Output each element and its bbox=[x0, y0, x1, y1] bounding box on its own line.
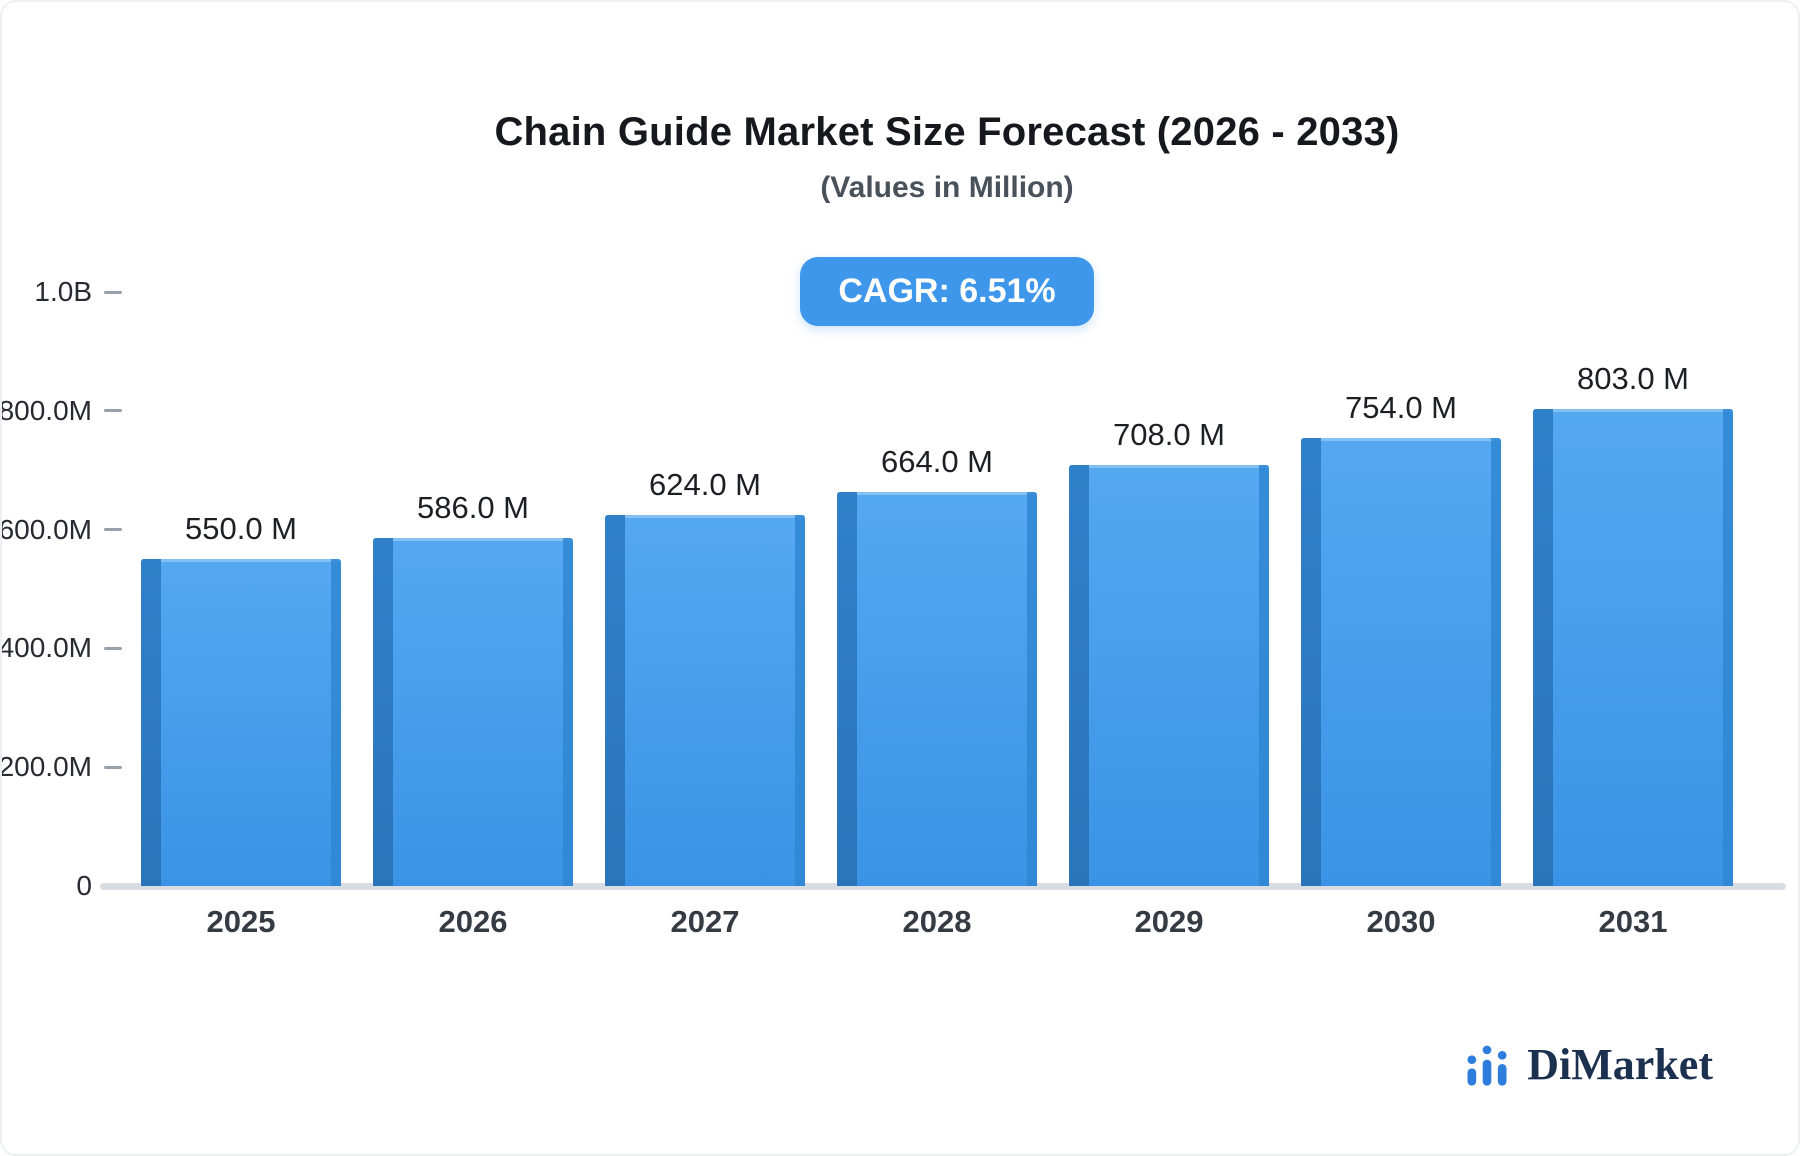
x-axis-label: 2030 bbox=[1366, 904, 1436, 939]
bar bbox=[1533, 409, 1733, 886]
chart-header: Chain Guide Market Size Forecast (2026 -… bbox=[142, 110, 1752, 205]
y-tick: 800.0M bbox=[0, 394, 122, 427]
y-tick: 600.0M bbox=[0, 513, 122, 546]
plot-area: 550.0 M 586.0 M 624.0 M 664.0 M 708.0 M 754.0… bbox=[100, 292, 1786, 890]
cagr-badge: CAGR: 6.51% bbox=[800, 257, 1094, 326]
x-axis-label: 2031 bbox=[1598, 904, 1668, 939]
bar-value-label: 803.0 M bbox=[1576, 361, 1689, 397]
bar-value-label: 754.0 M bbox=[1344, 390, 1457, 426]
brand-name: DiMarket bbox=[1527, 1039, 1713, 1089]
cagr-badge-row: CAGR: 6.51% bbox=[142, 257, 1752, 326]
y-tick-mark bbox=[104, 765, 122, 769]
y-tick-label: 600.0M bbox=[0, 513, 92, 545]
bar-column: 803.0 M bbox=[1517, 292, 1749, 886]
bar bbox=[605, 515, 805, 886]
x-axis-label: 2027 bbox=[670, 904, 740, 939]
chart-title: Chain Guide Market Size Forecast (2026 -… bbox=[494, 110, 1400, 154]
x-axis-label: 2029 bbox=[1134, 904, 1204, 939]
x-axis-label: 2025 bbox=[206, 904, 276, 939]
chart-subtitle: (Values in Million) bbox=[820, 171, 1074, 204]
bar-column: 664.0 M bbox=[821, 292, 1053, 887]
bars-container: 550.0 M 586.0 M 624.0 M 664.0 M 708.0 M 754.0… bbox=[125, 292, 1749, 887]
y-tick-label: 200.0M bbox=[0, 751, 92, 783]
y-tick: 200.0M bbox=[0, 751, 122, 783]
dimarket-bars-icon bbox=[1461, 1038, 1513, 1090]
bar-value-label: 664.0 M bbox=[880, 443, 993, 479]
y-tick-label: 0 bbox=[76, 870, 92, 901]
bar bbox=[141, 559, 341, 886]
y-tick-mark bbox=[104, 409, 122, 413]
bar-value-label: 624.0 M bbox=[648, 467, 761, 503]
bar-value-label: 586.0 M bbox=[416, 489, 529, 525]
y-tick-mark bbox=[104, 646, 122, 650]
x-axis-label: 2028 bbox=[902, 904, 972, 939]
brand-logo: DiMarket bbox=[1461, 1038, 1713, 1090]
y-tick-mark bbox=[104, 528, 122, 532]
bar-chart: 1.0B 800.0M 600.0M 400.0M 200.0M 0 550.0 M 586… bbox=[0, 276, 1798, 901]
y-tick-mark bbox=[104, 290, 122, 294]
bar-column: 754.0 M bbox=[1285, 292, 1517, 886]
bar-column: 550.0 M bbox=[125, 292, 357, 886]
x-axis-labels: 2025 2026 2027 2028 2029 2030 2031 bbox=[125, 904, 1749, 940]
bar-value-label: 550.0 M bbox=[184, 511, 297, 547]
bar-column: 586.0 M bbox=[357, 292, 589, 887]
y-axis: 1.0B 800.0M 600.0M 400.0M 200.0M 0 bbox=[0, 276, 122, 901]
bar bbox=[373, 537, 573, 887]
y-tick: 400.0M bbox=[0, 632, 122, 664]
y-tick-label: 1.0B bbox=[34, 276, 92, 307]
bar-column: 708.0 M bbox=[1053, 292, 1285, 886]
x-axis-label: 2026 bbox=[438, 904, 508, 939]
bar bbox=[1301, 438, 1501, 886]
bar-value-label: 708.0 M bbox=[1112, 417, 1225, 453]
bar-column: 624.0 M bbox=[589, 292, 821, 886]
y-tick-label: 800.0M bbox=[0, 394, 92, 426]
bar bbox=[1069, 465, 1269, 886]
y-tick: 1.0B bbox=[34, 276, 122, 308]
bar bbox=[837, 491, 1037, 887]
y-tick-label: 400.0M bbox=[0, 632, 92, 664]
x-axis-line bbox=[100, 883, 1786, 890]
